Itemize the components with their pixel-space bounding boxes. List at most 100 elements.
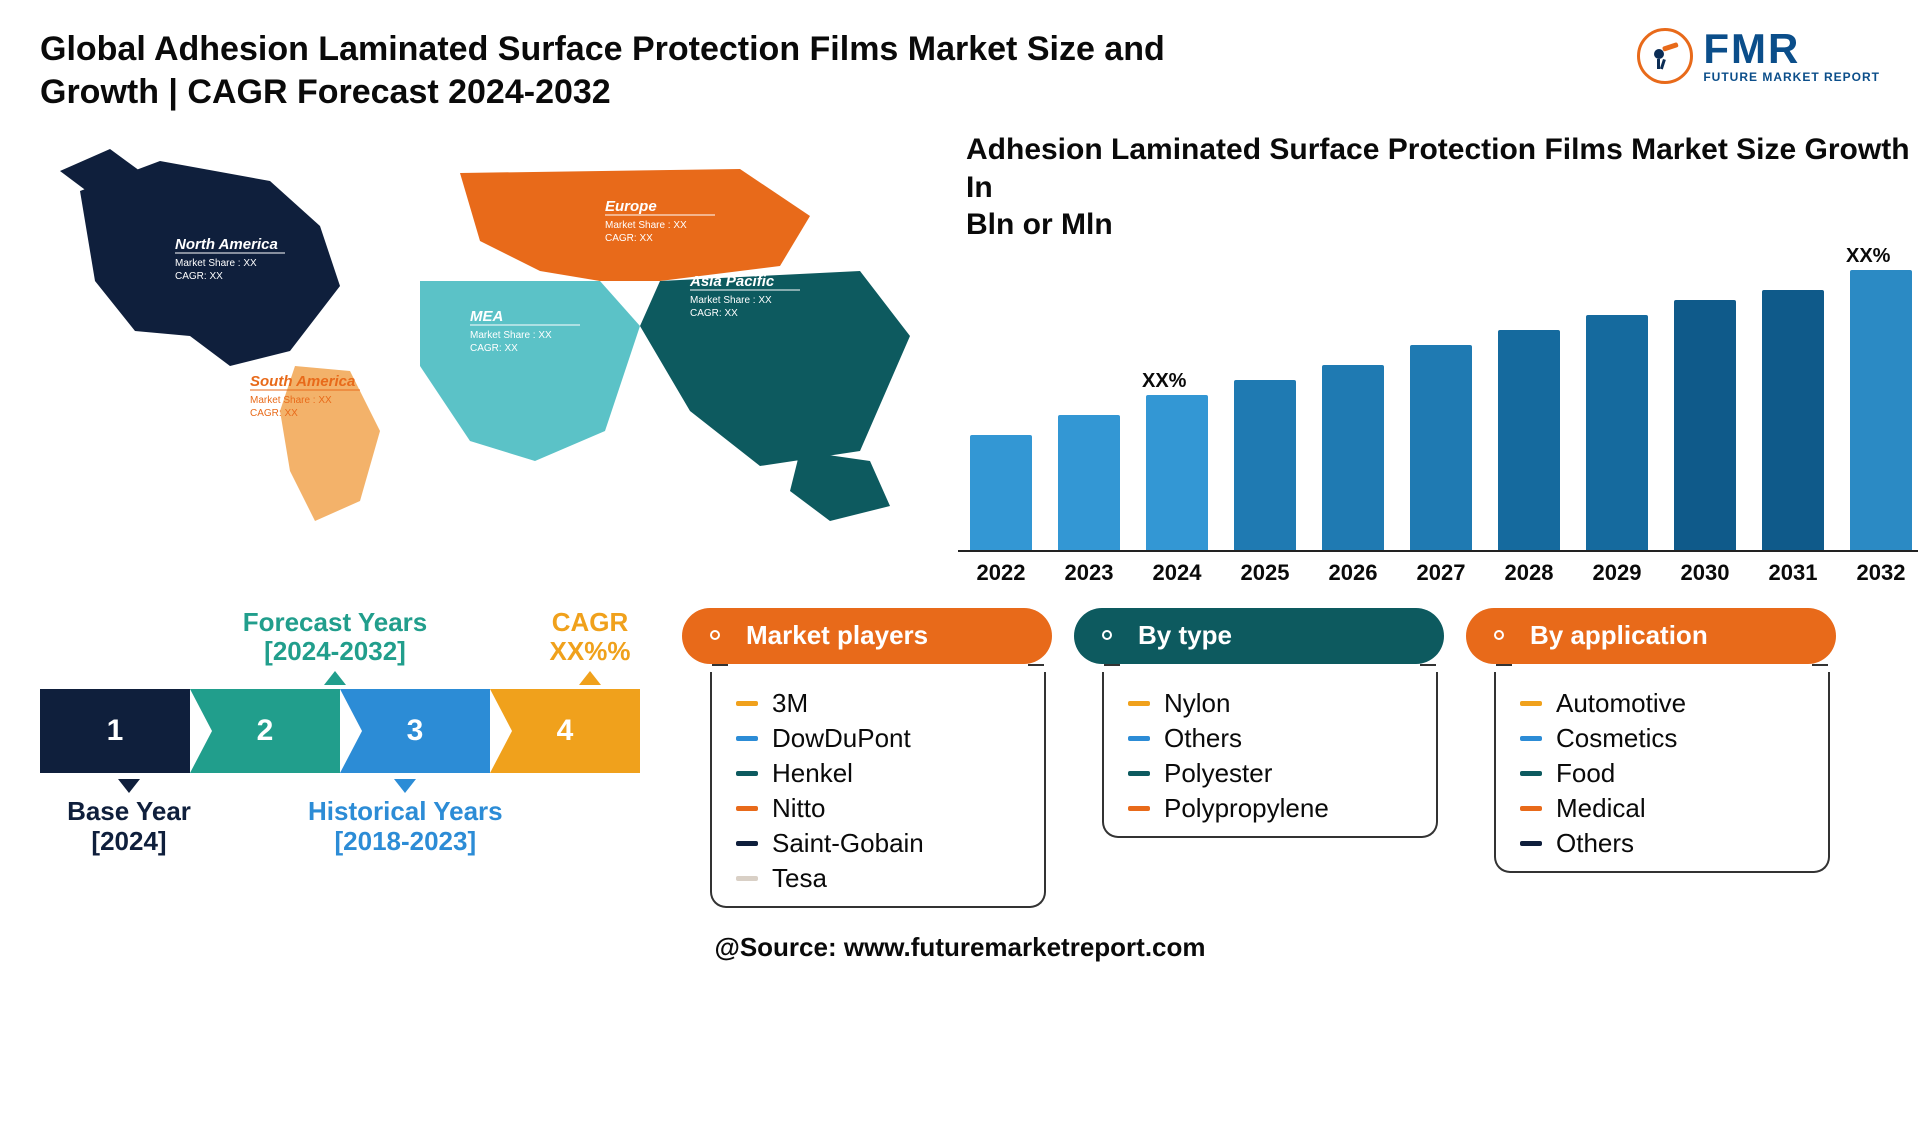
list-item: Polyester [1128,756,1428,791]
fmr-logo: FMR FUTURE MARKET REPORT [1637,28,1880,84]
bar-2025 [1228,380,1302,550]
list-item-label: Nylon [1164,688,1230,719]
bar-annotation: XX% [1846,245,1890,268]
bullet-icon [1128,701,1150,706]
market-players-list: 3M DowDuPont Henkel Nitto Saint-Gobain Tesa [710,672,1046,908]
region-ap-name: Asia Pacific [689,273,775,290]
xaxis-label: 2024 [1140,560,1214,586]
timeline-block: Forecast Years[2024-2032] CAGRXX%% 1234 … [40,608,660,858]
region-mea-share: Market Share : XX [470,330,552,341]
xaxis-label: 2027 [1404,560,1478,586]
list-item-label: Tesa [772,863,827,894]
list-item-label: Nitto [772,793,825,824]
bar-2031 [1756,290,1830,550]
list-item-label: DowDuPont [772,723,911,754]
bullet-icon [1128,771,1150,776]
telescope-icon [1637,28,1693,84]
region-ap-cagr: CAGR: XX [690,308,738,319]
bar-annotation: XX% [1142,370,1186,393]
list-item-label: Polypropylene [1164,793,1329,824]
bar-2026 [1316,365,1390,550]
bullet-icon [736,841,758,846]
xaxis-label: 2025 [1228,560,1302,586]
xaxis-label: 2030 [1668,560,1742,586]
xaxis-label: 2029 [1580,560,1654,586]
bullet-icon [736,701,758,706]
region-sa-share: Market Share : XX [250,395,332,406]
list-item-label: Henkel [772,758,853,789]
list-item-label: Cosmetics [1556,723,1677,754]
list-item: Cosmetics [1520,721,1820,756]
timeline-step-3: 3 [340,689,490,773]
xaxis-label: 2023 [1052,560,1126,586]
header: Global Adhesion Laminated Surface Protec… [40,28,1880,113]
bullet-icon [736,876,758,881]
list-item-label: Saint-Gobain [772,828,924,859]
by-type-title: By type [1138,620,1232,651]
timeline-steps: 1234 [40,689,660,773]
region-sa-name: South America [250,373,355,390]
xaxis-label: 2031 [1756,560,1830,586]
list-item-label: Polyester [1164,758,1272,789]
market-players-pill: Market players [682,608,1052,664]
bullet-icon [1128,806,1150,811]
list-item: Medical [1520,791,1820,826]
market-players-column: Market players 3M DowDuPont Henkel Nitto Sai… [682,608,1052,908]
region-mea [420,281,640,461]
by-type-list: Nylon Others Polyester Polypropylene [1102,672,1438,838]
bar-2023 [1052,415,1126,550]
list-item: DowDuPont [736,721,1036,756]
by-application-title: By application [1530,620,1708,651]
timeline-step-4: 4 [490,689,640,773]
xaxis-label: 2022 [964,560,1038,586]
by-application-list: Automotive Cosmetics FoodMedicalOthers [1494,672,1830,873]
bullet-icon [1520,701,1542,706]
region-mea-cagr: CAGR: XX [470,343,518,354]
list-item: Food [1520,756,1820,791]
region-eu-cagr: CAGR: XX [605,233,653,244]
list-item-label: Food [1556,758,1615,789]
region-mea-name: MEA [470,308,503,325]
base-year-label: Base Year[2024] [44,779,214,857]
bar-2028 [1492,330,1566,550]
xaxis-label: 2028 [1492,560,1566,586]
chart-xaxis: 2022 2023 2024 2025 2026 2027 2028 2029 2030 2031… [958,560,1918,586]
page-title: Global Adhesion Laminated Surface Protec… [40,28,1220,113]
list-item: Polypropylene [1128,791,1428,826]
list-item: Saint-Gobain [736,826,1036,861]
region-eu-name: Europe [605,198,657,215]
timeline-step-1: 1 [40,689,190,773]
region-na-cagr: CAGR: XX [175,271,223,282]
region-ap [640,271,910,521]
logo-text-main: FMR [1703,28,1880,70]
list-item: Automotive [1520,686,1820,721]
bullet-icon [1520,806,1542,811]
list-item: Tesa [736,861,1036,896]
bullet-icon [1520,841,1542,846]
region-ap-share: Market Share : XX [690,295,772,306]
region-sa-cagr: CAGR: XX [250,408,298,419]
bullet-icon [736,736,758,741]
bar-2027 [1404,345,1478,550]
bullet-icon [1520,771,1542,776]
list-item: Nylon [1128,686,1428,721]
xaxis-label: 2026 [1316,560,1390,586]
list-item-label: 3M [772,688,808,719]
list-item-label: Others [1164,723,1242,754]
source-attribution: @Source: www.futuremarketreport.com [40,932,1880,963]
list-item: Others [1128,721,1428,756]
bar-2032 [1844,270,1918,550]
bullet-icon [736,771,758,776]
bullet-icon [736,806,758,811]
list-item-label: Automotive [1556,688,1686,719]
chart-bars: XX%XX% [958,262,1918,552]
region-na-name: North America [175,236,278,253]
by-application-pill: By application [1466,608,1836,664]
world-map: North America Market Share : XX CAGR: XX So… [40,131,940,586]
bullet-icon [1520,736,1542,741]
bar-2022 [964,435,1038,550]
bullet-icon [1128,736,1150,741]
list-item: Others [1520,826,1820,861]
list-item: 3M [736,686,1036,721]
historical-years-label: Historical Years[2018-2023] [275,779,535,857]
